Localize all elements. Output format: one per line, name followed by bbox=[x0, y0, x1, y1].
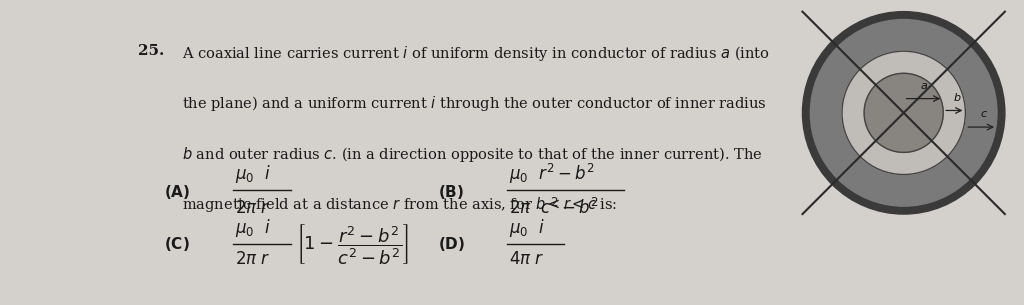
Text: $\mu_0\ \ i$: $\mu_0\ \ i$ bbox=[509, 217, 545, 239]
Text: $\mathbf{(B)}$: $\mathbf{(B)}$ bbox=[437, 183, 464, 201]
Text: $\mathbf{(D)}$: $\mathbf{(D)}$ bbox=[437, 235, 465, 253]
Text: $\left[1-\dfrac{r^2-b^2}{c^2-b^2}\right]$: $\left[1-\dfrac{r^2-b^2}{c^2-b^2}\right]… bbox=[296, 222, 409, 267]
Text: $\mathbf{(A)}$: $\mathbf{(A)}$ bbox=[164, 183, 190, 201]
Text: $4\pi\ r$: $4\pi\ r$ bbox=[509, 251, 545, 268]
Text: $\mu_0\ \ i$: $\mu_0\ \ i$ bbox=[236, 163, 271, 185]
Text: A coaxial line carries current $i$ of uniform density in conductor of radius $a$: A coaxial line carries current $i$ of un… bbox=[182, 44, 770, 63]
Text: magnetic field at a distance $r$ from the axis, for $b<r<c$ is:: magnetic field at a distance $r$ from th… bbox=[182, 195, 617, 214]
Text: $2\pi\ r$: $2\pi\ r$ bbox=[236, 251, 270, 268]
Circle shape bbox=[810, 20, 997, 206]
Text: $\mu_0\ \ r^2-b^2$: $\mu_0\ \ r^2-b^2$ bbox=[509, 162, 595, 186]
Text: $c$: $c$ bbox=[980, 109, 988, 119]
Text: 25.: 25. bbox=[137, 44, 164, 58]
Text: $\mu_0\ \ i$: $\mu_0\ \ i$ bbox=[236, 217, 271, 239]
Text: $\mathbf{(C)}$: $\mathbf{(C)}$ bbox=[164, 235, 189, 253]
Text: $b$ and outer radius $c$. (in a direction opposite to that of the inner current): $b$ and outer radius $c$. (in a directio… bbox=[182, 145, 763, 163]
Circle shape bbox=[842, 51, 966, 174]
Text: $2\pi\ r$: $2\pi\ r$ bbox=[236, 199, 270, 217]
Circle shape bbox=[864, 73, 943, 152]
Circle shape bbox=[803, 12, 1005, 214]
Text: the plane) and a uniform current $i$ through the outer conductor of inner radius: the plane) and a uniform current $i$ thr… bbox=[182, 94, 767, 113]
Text: $2\pi\ \ c^2-b^2$: $2\pi\ \ c^2-b^2$ bbox=[509, 198, 599, 218]
Text: $b$: $b$ bbox=[953, 91, 962, 102]
Text: $a$: $a$ bbox=[921, 81, 929, 91]
